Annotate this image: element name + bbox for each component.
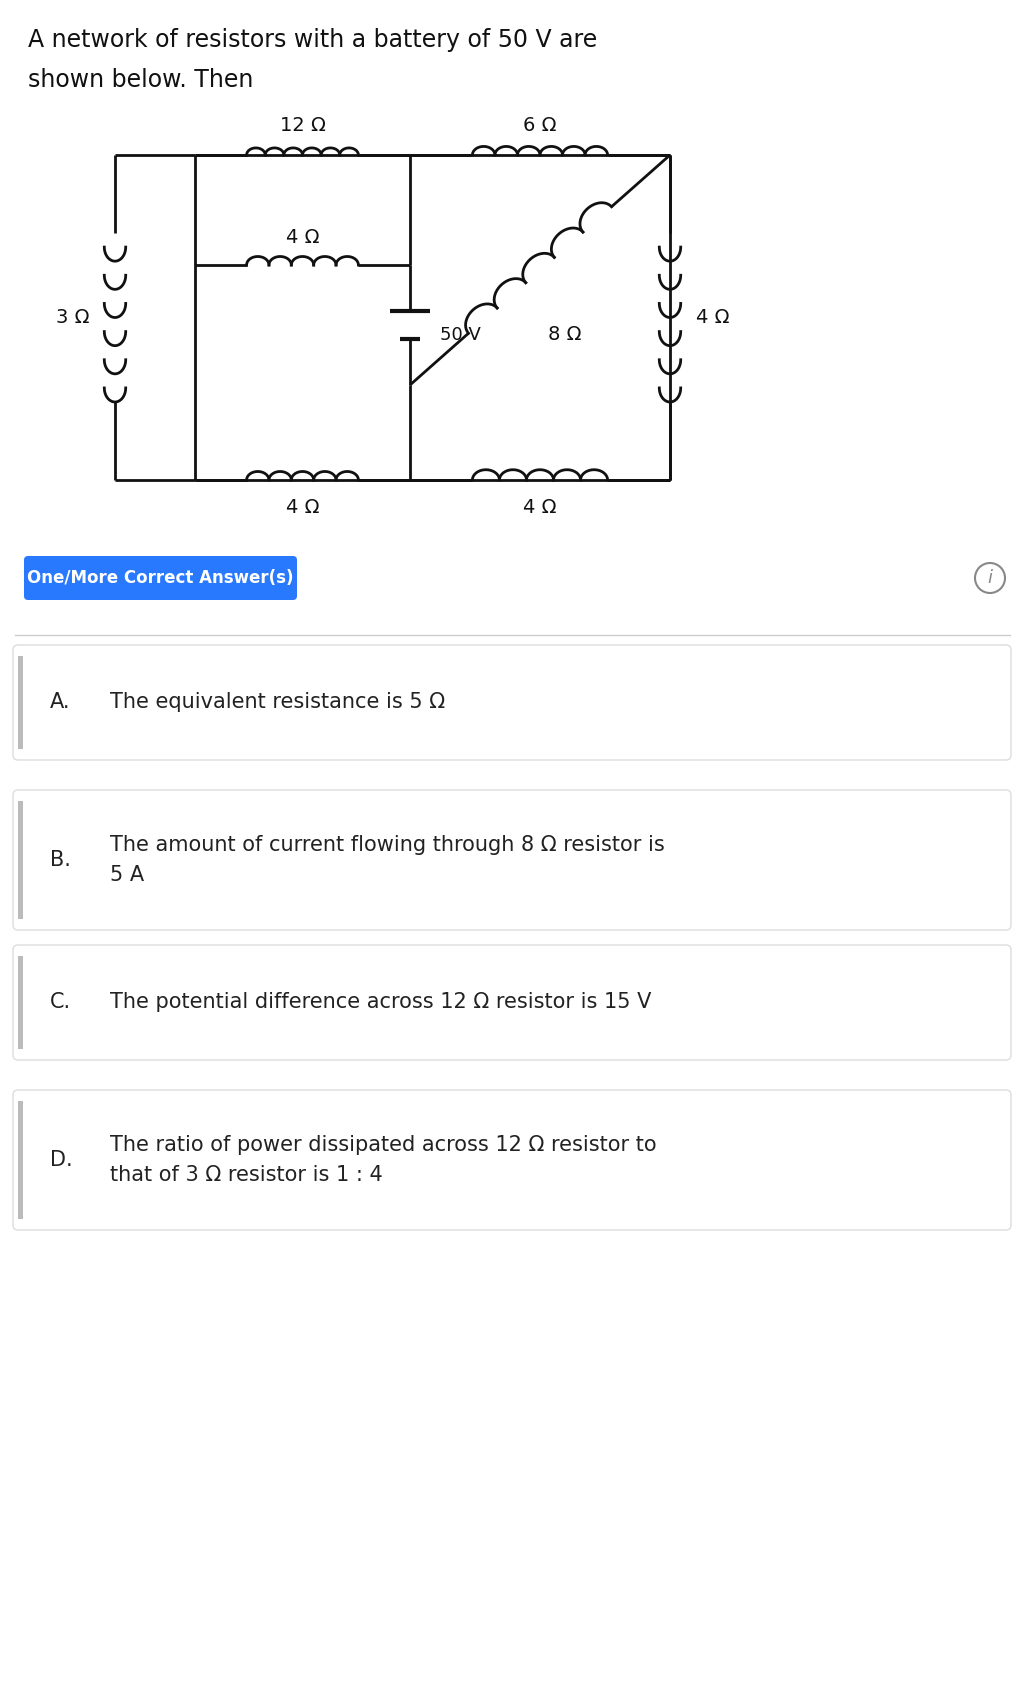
Text: B.: B. <box>50 850 71 870</box>
Text: The ratio of power dissipated across 12 Ω resistor to: The ratio of power dissipated across 12 … <box>110 1135 656 1155</box>
Text: 12 Ω: 12 Ω <box>280 115 326 136</box>
Text: One/More Correct Answer(s): One/More Correct Answer(s) <box>28 568 294 587</box>
Text: The potential difference across 12 Ω resistor is 15 V: The potential difference across 12 Ω res… <box>110 992 651 1013</box>
Text: 3 Ω: 3 Ω <box>55 309 89 327</box>
FancyBboxPatch shape <box>13 1091 1011 1230</box>
Bar <box>18 957 23 1050</box>
Text: D.: D. <box>50 1150 73 1170</box>
Text: shown below. Then: shown below. Then <box>28 68 253 92</box>
Text: 6 Ω: 6 Ω <box>523 115 557 136</box>
Bar <box>18 656 23 750</box>
Text: The amount of current flowing through 8 Ω resistor is: The amount of current flowing through 8 … <box>110 834 665 855</box>
FancyBboxPatch shape <box>13 790 1011 929</box>
Text: C.: C. <box>50 992 71 1013</box>
Text: that of 3 Ω resistor is 1 : 4: that of 3 Ω resistor is 1 : 4 <box>110 1165 383 1186</box>
Text: 4 Ω: 4 Ω <box>286 499 319 517</box>
FancyBboxPatch shape <box>13 945 1011 1060</box>
Text: 5 A: 5 A <box>110 865 144 885</box>
FancyBboxPatch shape <box>24 556 297 600</box>
Bar <box>18 1101 23 1219</box>
Text: 4 Ω: 4 Ω <box>523 499 557 517</box>
FancyBboxPatch shape <box>13 644 1011 760</box>
Text: 50 V: 50 V <box>440 326 481 344</box>
Bar <box>18 801 23 919</box>
Text: 8 Ω: 8 Ω <box>548 326 582 344</box>
Text: A network of resistors with a battery of 50 V are: A network of resistors with a battery of… <box>28 29 597 53</box>
Text: 4 Ω: 4 Ω <box>286 227 319 248</box>
Text: 4 Ω: 4 Ω <box>696 309 729 327</box>
Text: i: i <box>987 568 992 587</box>
Text: A.: A. <box>50 692 71 712</box>
Text: The equivalent resistance is 5 Ω: The equivalent resistance is 5 Ω <box>110 692 445 712</box>
